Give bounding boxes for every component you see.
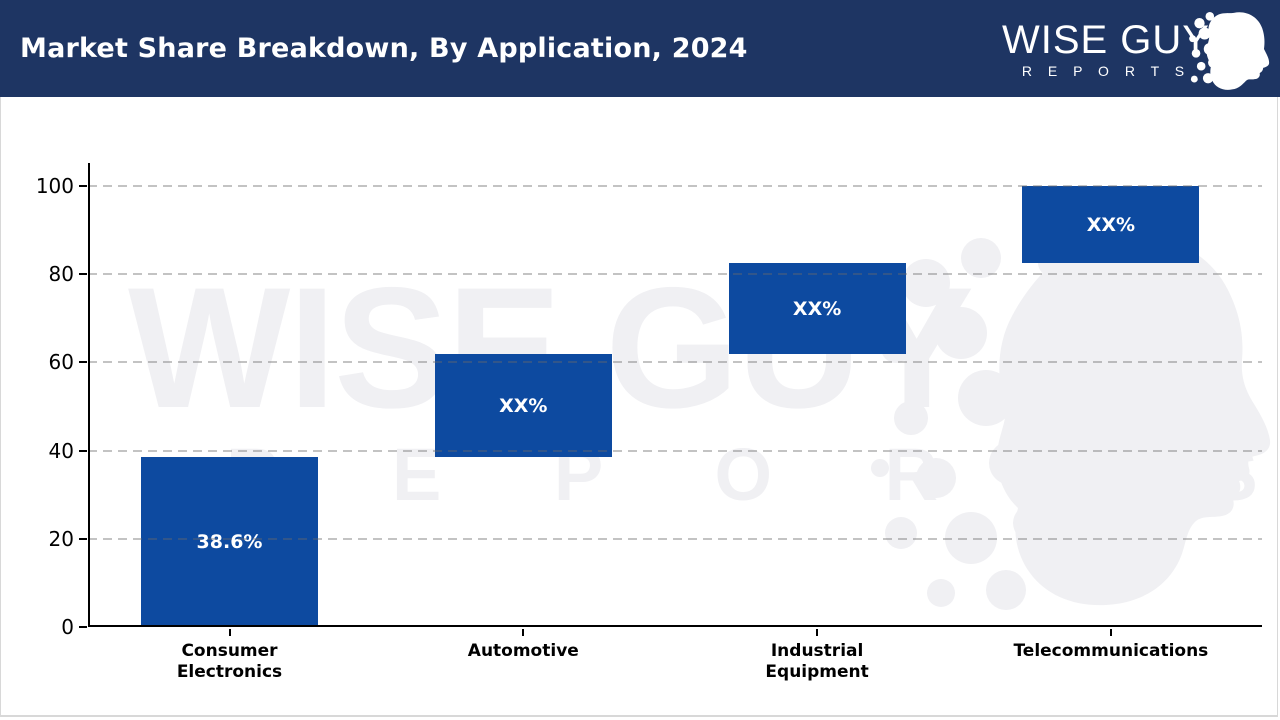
- bar-value-label: XX%: [1086, 213, 1136, 236]
- brand-name: WISE GUY: [1001, 18, 1210, 62]
- gridline-100: [88, 185, 1262, 187]
- y-tick-mark-20: [79, 537, 87, 540]
- bar-telecommunications: XX%: [1022, 186, 1200, 264]
- y-tick-label-60: 60: [48, 350, 74, 375]
- y-tick-label-0: 0: [61, 615, 74, 639]
- bar-automotive: XX%: [434, 354, 612, 457]
- brand-logo: WISE GUY R E P O R T S: [1002, 4, 1270, 94]
- gridline-40: [88, 449, 1262, 452]
- gridline-60: [88, 361, 1262, 364]
- y-tick-mark-0: [79, 626, 87, 628]
- x-tick-mark-1: [522, 629, 525, 636]
- y-tick-mark-80: [79, 273, 87, 276]
- x-category-label: Consumer Electronics: [176, 641, 283, 683]
- y-tick-mark-40: [79, 449, 87, 452]
- gridline-80: [88, 273, 1262, 276]
- gridline-20: [88, 537, 1262, 540]
- dotted-head-profile-icon: [1189, 12, 1270, 90]
- y-axis-line: [88, 163, 90, 627]
- brand-subtitle: R E P O R T S: [1021, 63, 1191, 79]
- header-bar: Market Share Breakdown, By Application, …: [0, 0, 1280, 97]
- y-tick-label-20: 20: [48, 526, 74, 551]
- brand-logo-text: WISE GUY R E P O R T S: [1002, 20, 1210, 78]
- y-tick-label-40: 40: [48, 438, 74, 463]
- x-tick-mark-3: [1109, 629, 1112, 636]
- chart-plot-area: 0 20 40 60 80 100 38.6% XX% XX% XX% Consumer Elect…: [36, 163, 1262, 682]
- y-tick-label-80: 80: [48, 262, 74, 287]
- y-tick-mark-100: [79, 185, 87, 187]
- y-tick-mark-60: [79, 361, 87, 364]
- bar-industrial-equipment: XX%: [728, 263, 906, 355]
- bar-value-label: 38.6%: [196, 530, 263, 553]
- x-tick-mark-2: [816, 629, 819, 636]
- bar-value-label: XX%: [499, 394, 548, 417]
- bar-value-label: XX%: [792, 297, 842, 320]
- x-category-label: Automotive: [467, 641, 579, 661]
- x-category-label: Industrial Equipment: [765, 641, 869, 683]
- page-title: Market Share Breakdown, By Application, …: [20, 33, 748, 64]
- bar-consumer-electronics: 38.6%: [141, 456, 318, 627]
- x-tick-mark-0: [228, 629, 231, 636]
- x-category-label: Telecommunications: [1013, 641, 1209, 661]
- x-axis-line: [88, 625, 1262, 627]
- y-tick-label-100: 100: [35, 174, 74, 198]
